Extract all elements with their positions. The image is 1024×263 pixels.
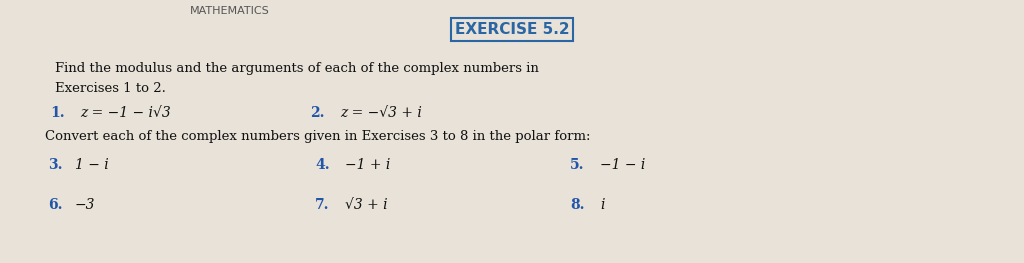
- Text: Convert each of the complex numbers given in Exercises 3 to 8 in the polar form:: Convert each of the complex numbers give…: [45, 130, 591, 143]
- Text: 3.: 3.: [48, 158, 62, 172]
- Text: 4.: 4.: [315, 158, 330, 172]
- Text: 1.: 1.: [50, 106, 65, 120]
- Text: −1 + i: −1 + i: [345, 158, 390, 172]
- Text: i: i: [600, 198, 604, 212]
- Text: 5.: 5.: [570, 158, 585, 172]
- Text: 2.: 2.: [310, 106, 325, 120]
- Text: 7.: 7.: [315, 198, 330, 212]
- Text: Find the modulus and the arguments of each of the complex numbers in: Find the modulus and the arguments of ea…: [55, 62, 539, 75]
- Text: 8.: 8.: [570, 198, 585, 212]
- Text: √3 + i: √3 + i: [345, 198, 388, 212]
- Text: 1 − i: 1 − i: [75, 158, 109, 172]
- Text: EXERCISE 5.2: EXERCISE 5.2: [455, 22, 569, 37]
- Text: z = −√3 + i: z = −√3 + i: [340, 106, 422, 120]
- Text: MATHEMATICS: MATHEMATICS: [190, 6, 269, 16]
- Text: −1 − i: −1 − i: [600, 158, 645, 172]
- Text: −3: −3: [75, 198, 95, 212]
- Text: 6.: 6.: [48, 198, 62, 212]
- Text: Exercises 1 to 2.: Exercises 1 to 2.: [55, 82, 166, 95]
- Text: z = −1 − i√3: z = −1 − i√3: [80, 106, 171, 120]
